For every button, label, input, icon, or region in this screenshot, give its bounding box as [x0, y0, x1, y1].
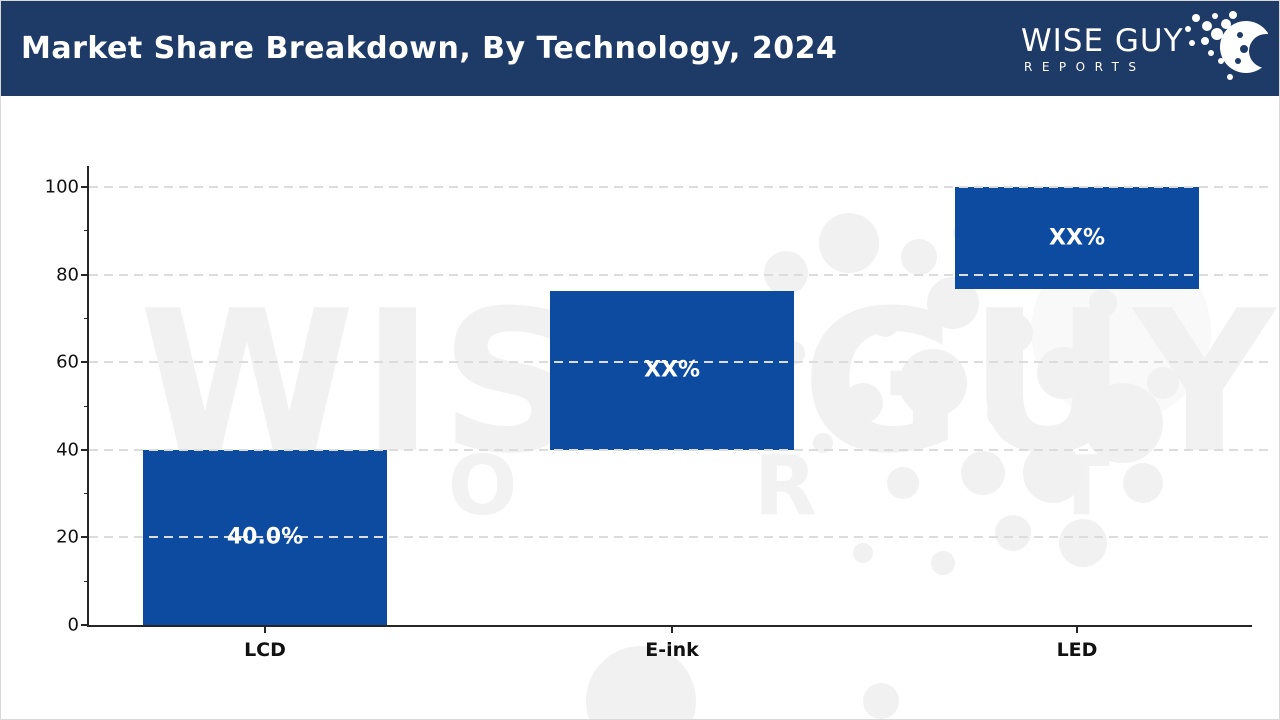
category-label-e-ink: E-ink [645, 639, 699, 661]
header-bar: Market Share Breakdown, By Technology, 2… [1, 1, 1279, 96]
ytick-label-0: 0 [67, 614, 79, 636]
ytick-minor-30 [84, 493, 89, 495]
ytick-minor-50 [84, 405, 89, 407]
brand-logo: WISE GUY REPORTS [1021, 7, 1271, 91]
ytick-label-60: 60 [56, 351, 79, 373]
ytick-mark-60 [81, 361, 89, 364]
xtick-mark-e-ink [671, 625, 673, 633]
ytick-mark-0 [81, 624, 89, 626]
bar-e-ink [550, 290, 794, 450]
logo-head-icon [1184, 11, 1268, 80]
x-axis-spine [87, 625, 1252, 627]
bar-value-label-lcd: 40.0% [226, 524, 304, 550]
ytick-mark-100 [81, 186, 89, 188]
bar-value-label-e-ink: XX% [644, 357, 700, 383]
xtick-mark-led [1076, 625, 1078, 633]
page-title: Market Share Breakdown, By Technology, 2… [21, 31, 838, 66]
ytick-label-100: 100 [44, 176, 79, 198]
ytick-mark-80 [81, 273, 89, 276]
ytick-mark-20 [81, 536, 89, 539]
ytick-minor-10 [84, 580, 89, 582]
logo-wiseguy-text: WISE GUY [1021, 22, 1184, 59]
y-axis-spine [87, 166, 89, 627]
ytick-minor-90 [84, 230, 89, 232]
ytick-label-80: 80 [56, 264, 79, 286]
gridline-20 [89, 536, 1271, 539]
gridline-100 [89, 186, 1271, 188]
bar-value-label-led: XX% [1049, 225, 1105, 251]
gridline-80 [89, 273, 1271, 276]
category-label-led: LED [1056, 639, 1098, 661]
gridline-40 [89, 448, 1271, 451]
logo-reports-text: REPORTS [1024, 59, 1146, 74]
gridline-60 [89, 361, 1271, 364]
xtick-mark-lcd [264, 625, 266, 633]
ytick-label-40: 40 [56, 439, 79, 461]
bar-led [955, 187, 1199, 290]
ytick-minor-70 [84, 317, 89, 319]
category-label-lcd: LCD [244, 639, 286, 661]
ytick-label-20: 20 [56, 526, 79, 548]
ytick-mark-40 [81, 448, 89, 451]
